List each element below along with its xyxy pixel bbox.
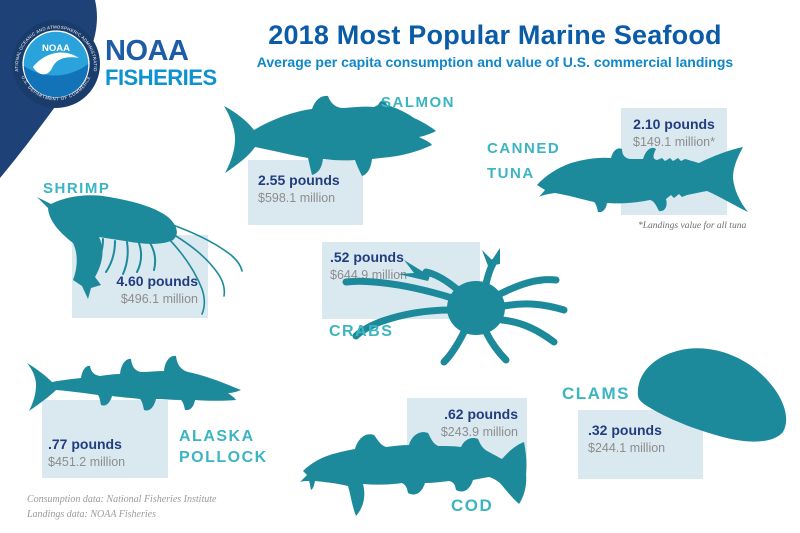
cod-label: COD bbox=[451, 496, 494, 515]
shrimp-pounds: 4.60 pounds bbox=[116, 273, 198, 289]
crabs-label: CRABS bbox=[329, 323, 394, 340]
pollock-silhouette-icon bbox=[27, 355, 241, 411]
salmon-pounds: 2.55 pounds bbox=[258, 172, 340, 188]
clams-value: $244.1 million bbox=[588, 441, 666, 455]
crab-silhouette-icon bbox=[342, 248, 568, 366]
clams-pounds: .32 pounds bbox=[588, 422, 662, 438]
tuna-label-line2: TUNA bbox=[487, 165, 535, 182]
noaa-wordmark: NOAA bbox=[105, 35, 189, 67]
tuna-value: $149.1 million* bbox=[633, 135, 715, 149]
shrimp-legs bbox=[91, 238, 157, 275]
seal-center-text: NOAA bbox=[42, 43, 70, 54]
tuna-label: CANNED TUNA bbox=[487, 136, 560, 186]
data-sources: Consumption data: National Fisheries Ins… bbox=[27, 492, 216, 522]
salmon-databox: 2.55 pounds $598.1 million bbox=[248, 160, 363, 225]
pollock-label-line1: ALASKA bbox=[179, 428, 255, 445]
pollock-pounds: .77 pounds bbox=[48, 436, 122, 452]
shrimp-value: $496.1 million bbox=[120, 292, 198, 306]
salmon-value: $598.1 million bbox=[258, 191, 336, 205]
landings-source: Landings data: NOAA Fisheries bbox=[27, 509, 156, 520]
tuna-pounds: 2.10 pounds bbox=[633, 116, 715, 132]
crab-top-pincer bbox=[482, 248, 500, 266]
cod-value: $243.9 million bbox=[440, 425, 518, 439]
crabs-pounds: .52 pounds bbox=[330, 249, 404, 265]
clam-silhouette-icon bbox=[637, 348, 787, 442]
fisheries-wordmark: FISHERIES bbox=[105, 65, 217, 90]
shrimp-antennae bbox=[154, 218, 243, 315]
noaa-seal-icon: NATIONAL OCEANIC AND ATMOSPHERIC ADMINIS… bbox=[12, 20, 100, 108]
seagull-icon bbox=[33, 52, 79, 75]
crab-body bbox=[447, 281, 505, 335]
tuna-footnote: *Landings value for all tuna bbox=[638, 221, 747, 231]
shrimp-silhouette-icon bbox=[37, 195, 243, 315]
pollock-label-line2: POLLOCK bbox=[179, 449, 268, 466]
page-subtitle: Average per capita consumption and value… bbox=[256, 54, 734, 70]
shrimp-label: SHRIMP bbox=[43, 180, 111, 197]
tuna-label-line1: CANNED bbox=[487, 140, 561, 157]
pollock-databox: .77 pounds $451.2 million bbox=[42, 400, 168, 478]
page-title: 2018 Most Popular Marine Seafood bbox=[268, 20, 722, 50]
clams-label: CLAMS bbox=[562, 384, 630, 403]
pollock-value: $451.2 million bbox=[48, 455, 126, 469]
cod-pounds: .62 pounds bbox=[444, 406, 518, 422]
tuna-silhouette-icon bbox=[537, 147, 748, 213]
salmon-silhouette-icon bbox=[224, 95, 436, 176]
pollock-label: ALASKA POLLOCK bbox=[179, 426, 268, 468]
salmon-label: SALMON bbox=[381, 94, 455, 111]
consumption-source: Consumption data: National Fisheries Ins… bbox=[27, 494, 217, 505]
crab-left-pincer bbox=[398, 260, 430, 281]
cod-silhouette-icon bbox=[300, 432, 527, 516]
